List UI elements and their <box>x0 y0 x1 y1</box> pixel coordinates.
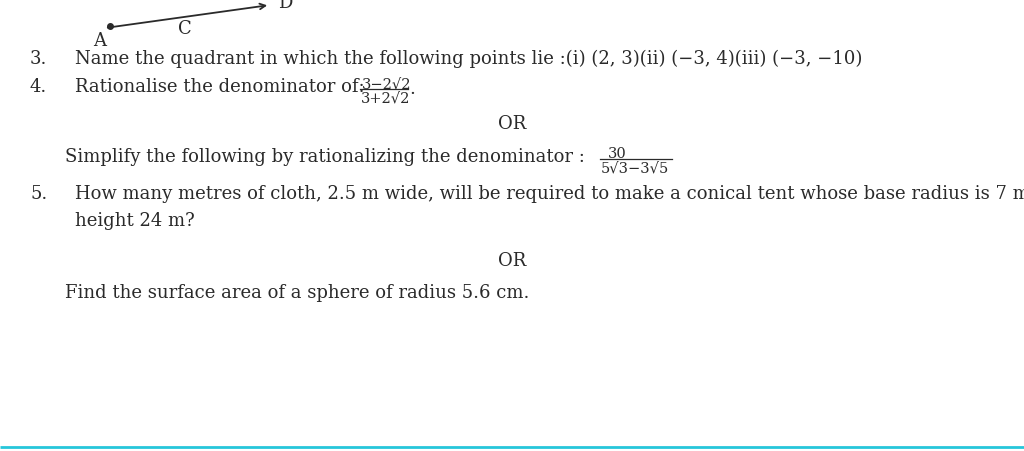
Text: D: D <box>278 0 293 12</box>
Text: 3.: 3. <box>30 50 47 68</box>
Text: .: . <box>409 80 415 98</box>
Text: OR: OR <box>498 252 526 270</box>
Text: C: C <box>178 20 191 38</box>
Text: height 24 m?: height 24 m? <box>75 212 195 230</box>
Text: 5.: 5. <box>30 185 47 203</box>
Text: OR: OR <box>498 115 526 133</box>
Text: 4.: 4. <box>30 78 47 96</box>
Text: Name the quadrant in which the following points lie :(i) (2, 3)(ii) (−3, 4)(iii): Name the quadrant in which the following… <box>75 50 862 68</box>
Text: 3+2√2: 3+2√2 <box>361 91 411 105</box>
Text: 30: 30 <box>608 147 627 161</box>
Text: How many metres of cloth, 2.5 m wide, will be required to make a conical tent wh: How many metres of cloth, 2.5 m wide, wi… <box>75 185 1024 203</box>
Text: Rationalise the denominator of:: Rationalise the denominator of: <box>75 78 365 96</box>
Text: Find the surface area of a sphere of radius 5.6 cm.: Find the surface area of a sphere of rad… <box>65 284 529 302</box>
Text: 3−2√2: 3−2√2 <box>362 77 412 91</box>
Text: 5√3−3√5: 5√3−3√5 <box>601 161 670 175</box>
Text: Simplify the following by rationalizing the denominator :: Simplify the following by rationalizing … <box>65 148 585 166</box>
Text: A: A <box>93 32 106 50</box>
